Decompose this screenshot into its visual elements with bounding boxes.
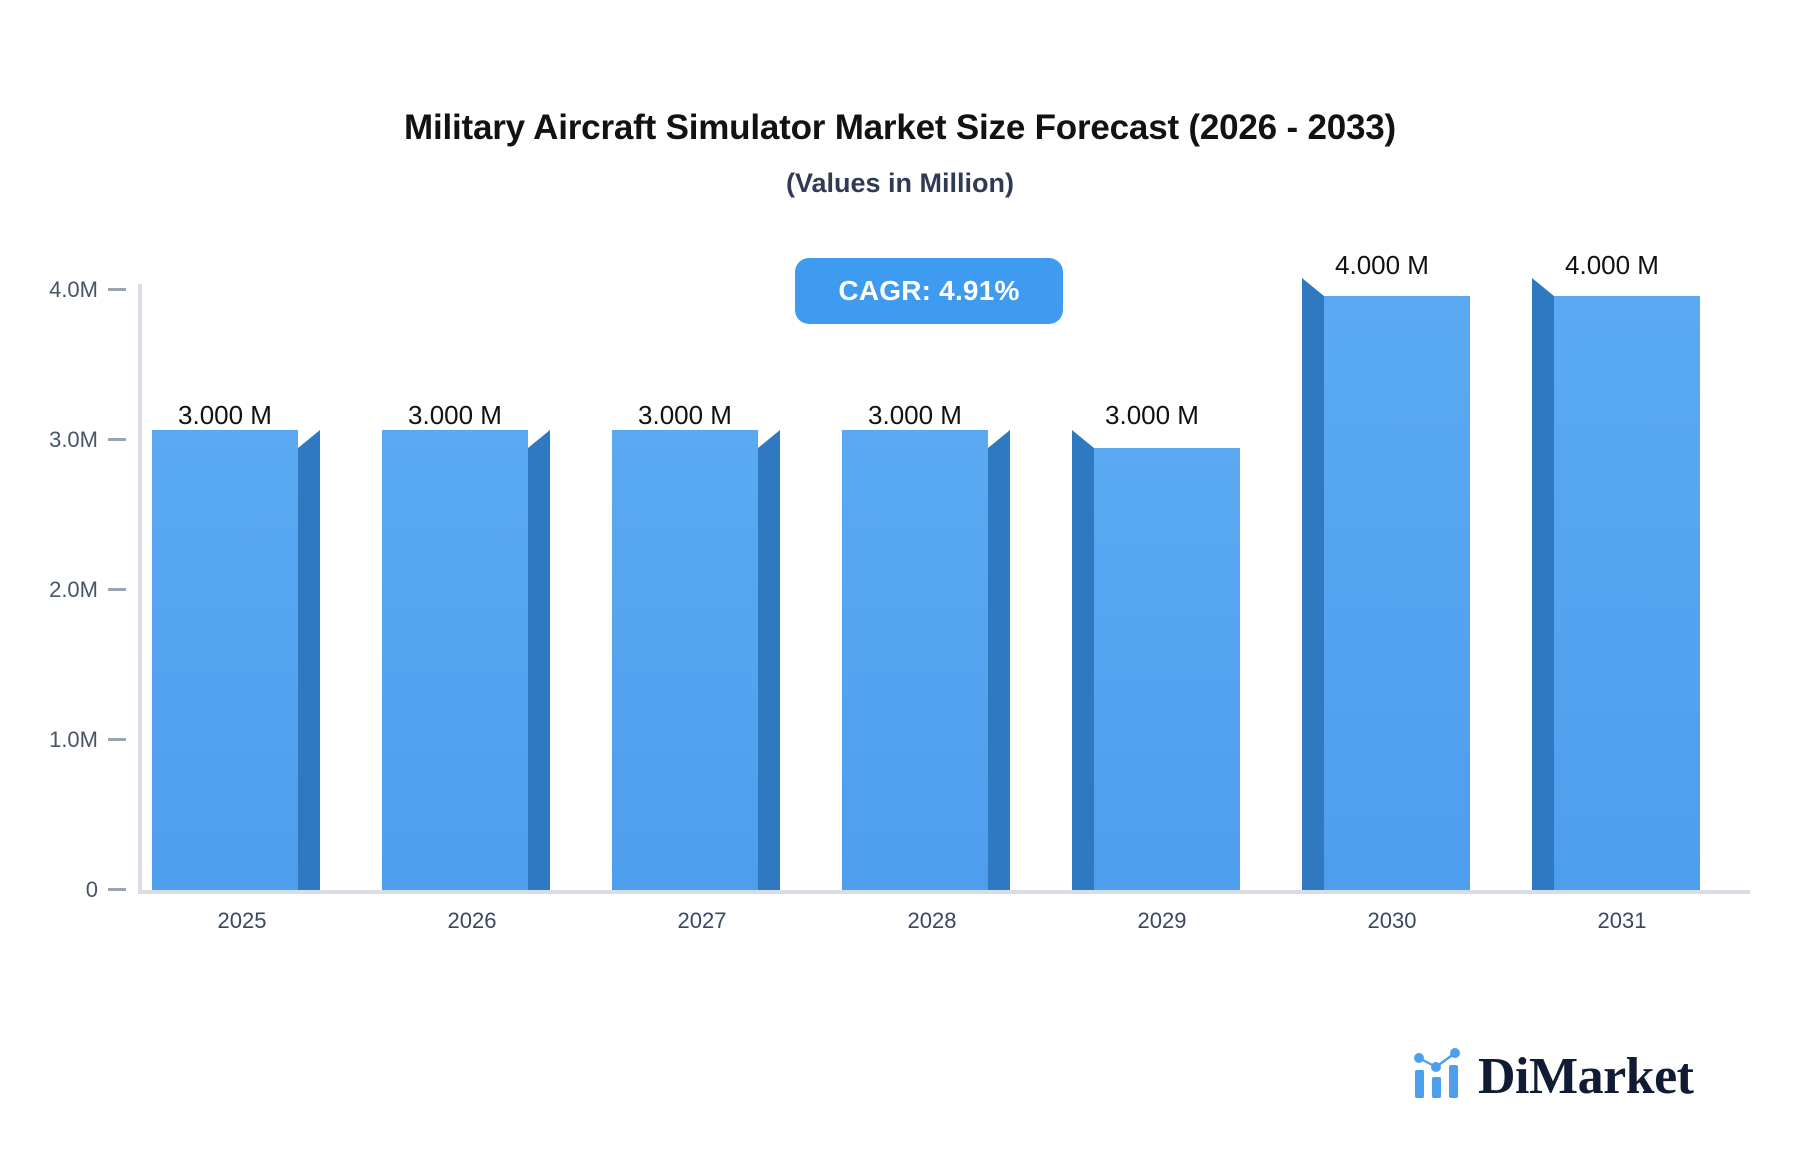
xtick-label-0: 2025 (217, 908, 267, 933)
ytick-label-2: 2.0M (49, 577, 98, 602)
bar-side-2028 (988, 430, 1010, 890)
ytick-dash-3 (108, 438, 126, 441)
bar-value-label-2030: 4.000 M (1335, 250, 1429, 280)
bar-value-label-2028: 3.000 M (868, 400, 962, 430)
bar-value-label-2031: 4.000 M (1565, 250, 1659, 280)
bar-side-2030 (1302, 278, 1324, 890)
page-title: Military Aircraft Simulator Market Size … (404, 108, 1396, 147)
xtick-label-3: 2028 (907, 908, 957, 933)
bar-value-label-2029: 3.000 M (1105, 400, 1199, 430)
xtick-label-4: 2029 (1137, 908, 1187, 933)
bar-side-2029 (1072, 430, 1094, 890)
xtick-label-6: 2031 (1597, 908, 1647, 933)
bar-face-2031 (1554, 296, 1700, 890)
bar-face-2028 (842, 430, 988, 890)
xtick-label-5: 2030 (1367, 908, 1417, 933)
x-axis-line (138, 890, 1750, 894)
brand-logo: DiMarket (1412, 1046, 1694, 1107)
bar-value-label-2027: 3.000 M (638, 400, 732, 430)
y-axis-line (138, 284, 142, 890)
xtick-label-1: 2026 (447, 908, 497, 933)
bar-side-2025 (298, 430, 320, 890)
bar-side-2031 (1532, 278, 1554, 890)
bar-side-2026 (528, 430, 550, 890)
brand-logo-text: DiMarket (1478, 1048, 1694, 1105)
bar-value-label-2026: 3.000 M (408, 400, 502, 430)
plot-area (138, 278, 1750, 894)
ytick-dash-2 (108, 588, 126, 591)
xtick-label-2: 2027 (677, 908, 727, 933)
chart-subtitle: (Values in Million) (785, 168, 1015, 198)
cagr-badge: CAGR: 4.91% (795, 258, 1063, 324)
ytick-label-3: 3.0M (49, 427, 98, 452)
ytick-label-0: 0 (85, 877, 98, 902)
ytick-dash-4 (108, 288, 126, 291)
bar-face-2029 (1094, 448, 1240, 890)
ytick-label-4: 4.0M (49, 277, 98, 302)
bar-value-label-2025: 3.000 M (178, 400, 272, 430)
bar-face-2030 (1324, 296, 1470, 890)
bar-face-2025 (152, 430, 298, 890)
ytick-label-1: 1.0M (49, 727, 98, 752)
bar-side-2027 (758, 430, 780, 890)
bar-chart-logo-icon (1412, 1046, 1464, 1107)
ytick-dash-1 (108, 738, 126, 741)
bar-face-2027 (612, 430, 758, 890)
ytick-dash-0 (108, 888, 126, 891)
bar-face-2026 (382, 430, 528, 890)
